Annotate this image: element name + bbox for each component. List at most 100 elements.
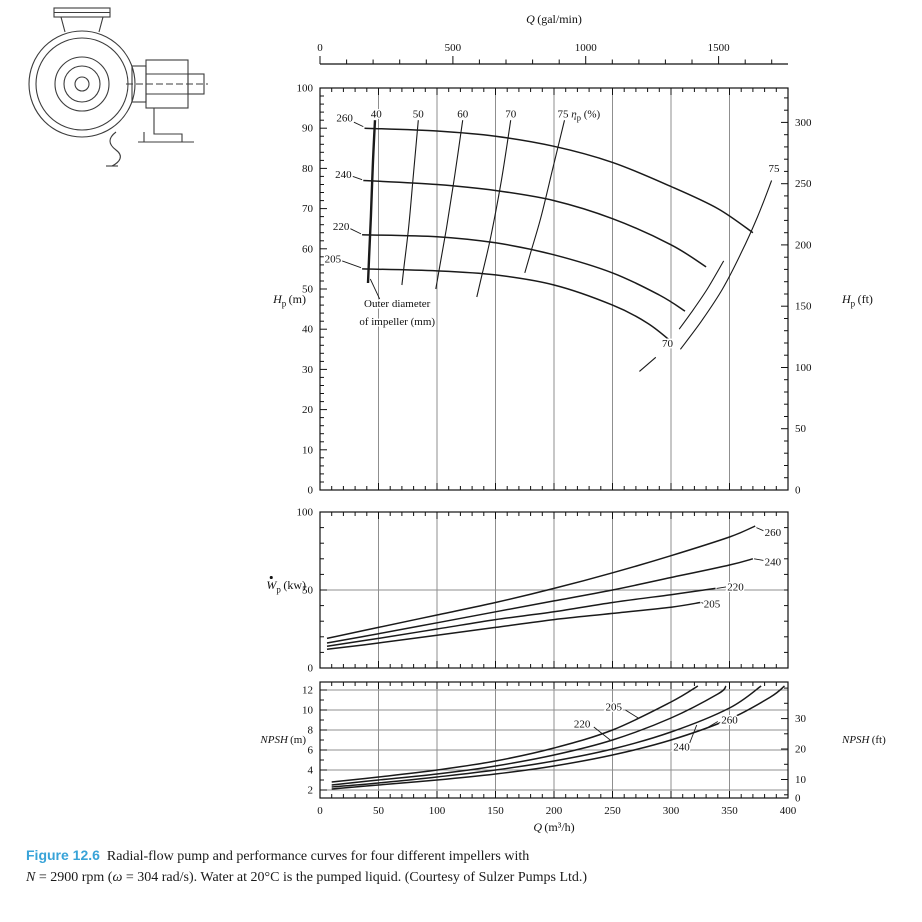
efficiency-contour-50 — [401, 120, 419, 286]
impeller-hub — [63, 65, 101, 103]
caption-text: = 304 rad/s). Water at 20°C is the pumpe… — [122, 870, 588, 885]
npsh-symbol: NPSH — [260, 734, 288, 746]
pump-drawing-lines — [28, 7, 208, 167]
npsh-260-label: 260 — [721, 715, 738, 727]
galmin-tick-label: 500 — [445, 42, 462, 54]
impeller-diameter-annotation-line1: Outer diameter — [364, 298, 431, 310]
power-curve-240 — [326, 558, 754, 644]
power-curve-205 — [326, 601, 701, 651]
head-sub: p — [281, 298, 287, 309]
npsh-right-tick-label: 0 — [795, 793, 801, 805]
label-leader — [716, 586, 727, 589]
label-leader — [756, 527, 764, 532]
head-plot: 0 10 20 30 40 50 60 70 80 90 100 0 50 100 150 200 250 300… — [297, 83, 813, 497]
head-curve-205 — [362, 268, 674, 344]
head-ft-axis-title: Hp (ft) — [842, 292, 873, 308]
tspan: η — [571, 109, 576, 121]
flow-symbol: Q — [526, 12, 535, 26]
performance-charts: 0102030405060708090100050100150200250300… — [297, 42, 813, 817]
npsh-right-tick-label: 10 — [795, 774, 807, 786]
npsh-right-tick-label: 30 — [795, 713, 807, 725]
galmin-tick-label: 1500 — [708, 42, 731, 54]
npsh-ytick-label: 10 — [302, 705, 314, 717]
npsh-ytick-label: 4 — [308, 765, 314, 777]
npsh-205-label: 205 — [605, 702, 622, 714]
power-ytick-label: 50 — [302, 585, 314, 597]
flow-top-unit: (gal/min) — [537, 12, 582, 26]
efficiency-contour-75 — [524, 120, 566, 274]
head-m-unit: (m) — [288, 292, 306, 306]
power-205-label: 205 — [704, 599, 721, 611]
head-ytick-label: 30 — [302, 364, 314, 376]
head-m-axis-title: Hp (m) — [210, 292, 306, 308]
speed-symbol: N — [26, 870, 36, 885]
impeller-shroud — [54, 56, 110, 112]
impeller-diameter-annotation-line2: of impeller (mm) — [359, 316, 435, 328]
power-curve-260 — [326, 525, 756, 640]
figure-caption-line2: N = 2900 rpm (ω = 304 rad/s). Water at 2… — [26, 870, 587, 885]
label-leader — [625, 709, 639, 719]
head-symbol: H — [273, 292, 282, 306]
power-240-label: 240 — [765, 556, 782, 568]
flow-tick-label: 150 — [487, 805, 504, 817]
eff-40-label: 40 — [371, 109, 383, 121]
flow-bottom-unit: (m³/h) — [544, 820, 575, 834]
npsh-ft-axis-title: NPSH (ft) — [842, 734, 886, 746]
power-ytick-label: 0 — [308, 663, 314, 675]
impeller-260-label: 260 — [336, 113, 353, 125]
npsh-ytick-label: 2 — [308, 785, 314, 797]
drain-pipe — [109, 131, 121, 167]
efficiency-contour-75 — [679, 180, 773, 350]
head-curve-220 — [362, 233, 686, 312]
shaft-bore — [74, 76, 90, 92]
head-ytick-label: 20 — [302, 404, 314, 416]
head-curve-240 — [363, 179, 707, 268]
label-leader — [593, 726, 611, 741]
npsh-curve-260 — [331, 685, 785, 790]
flow-tick-label: 350 — [721, 805, 738, 817]
head-ytick-label: 0 — [308, 485, 314, 497]
head-right-tick-label: 250 — [795, 178, 812, 190]
power-plot: 0 50 100 260 240 220 205 — [297, 507, 789, 675]
npsh-curve-205 — [331, 685, 699, 783]
eff-70-right-label: 70 — [662, 338, 674, 350]
flow-tick-label: 300 — [663, 805, 680, 817]
npsh-m-unit: (m) — [290, 734, 306, 746]
flow-tick-label: 100 — [429, 805, 446, 817]
tspan: p — [577, 113, 581, 123]
omega-symbol: ω — [112, 870, 123, 885]
power-symbol: W — [266, 578, 277, 592]
label-leader — [352, 175, 363, 181]
npsh-ytick-label: 8 — [308, 725, 314, 737]
power-220-label: 220 — [727, 581, 744, 593]
figure-caption: Figure 12.6 Radial-flow pump and performa… — [26, 845, 896, 888]
head-ytick-label: 100 — [297, 83, 314, 95]
efficiency-contour-70 — [678, 260, 725, 330]
head-right-tick-label: 150 — [795, 301, 812, 313]
head-ytick-label: 40 — [302, 324, 314, 336]
power-sub: p — [276, 584, 281, 595]
galmin-tick-label: 1000 — [575, 42, 598, 54]
flow-symbol: Q — [533, 820, 542, 834]
impeller-220-label: 220 — [333, 221, 350, 233]
efficiency-contour-70 — [639, 356, 657, 372]
flow-tick-label: 50 — [373, 805, 385, 817]
npsh-ytick-label: 6 — [308, 745, 314, 757]
eff-75-label: 75 ηp (%) — [558, 109, 601, 123]
label-leader — [689, 724, 698, 744]
head-ytick-label: 70 — [302, 203, 314, 215]
tspan: 75 — [558, 109, 572, 121]
eff-70-label: 70 — [505, 109, 517, 121]
label-leader — [342, 260, 362, 269]
npsh-curve-240 — [331, 685, 762, 788]
eff-50-label: 50 — [413, 109, 425, 121]
npsh-220-label: 220 — [574, 719, 591, 731]
head-curve-260 — [364, 127, 754, 234]
pump-cross-section-drawing — [28, 7, 208, 167]
top-axis-title: Q (gal/min) — [320, 12, 788, 27]
head-right-tick-label: 200 — [795, 239, 812, 251]
impeller-240-label: 240 — [335, 169, 352, 181]
head-ytick-label: 80 — [302, 163, 314, 175]
flow-tick-label: 250 — [604, 805, 621, 817]
head-right-tick-label: 50 — [795, 423, 807, 435]
